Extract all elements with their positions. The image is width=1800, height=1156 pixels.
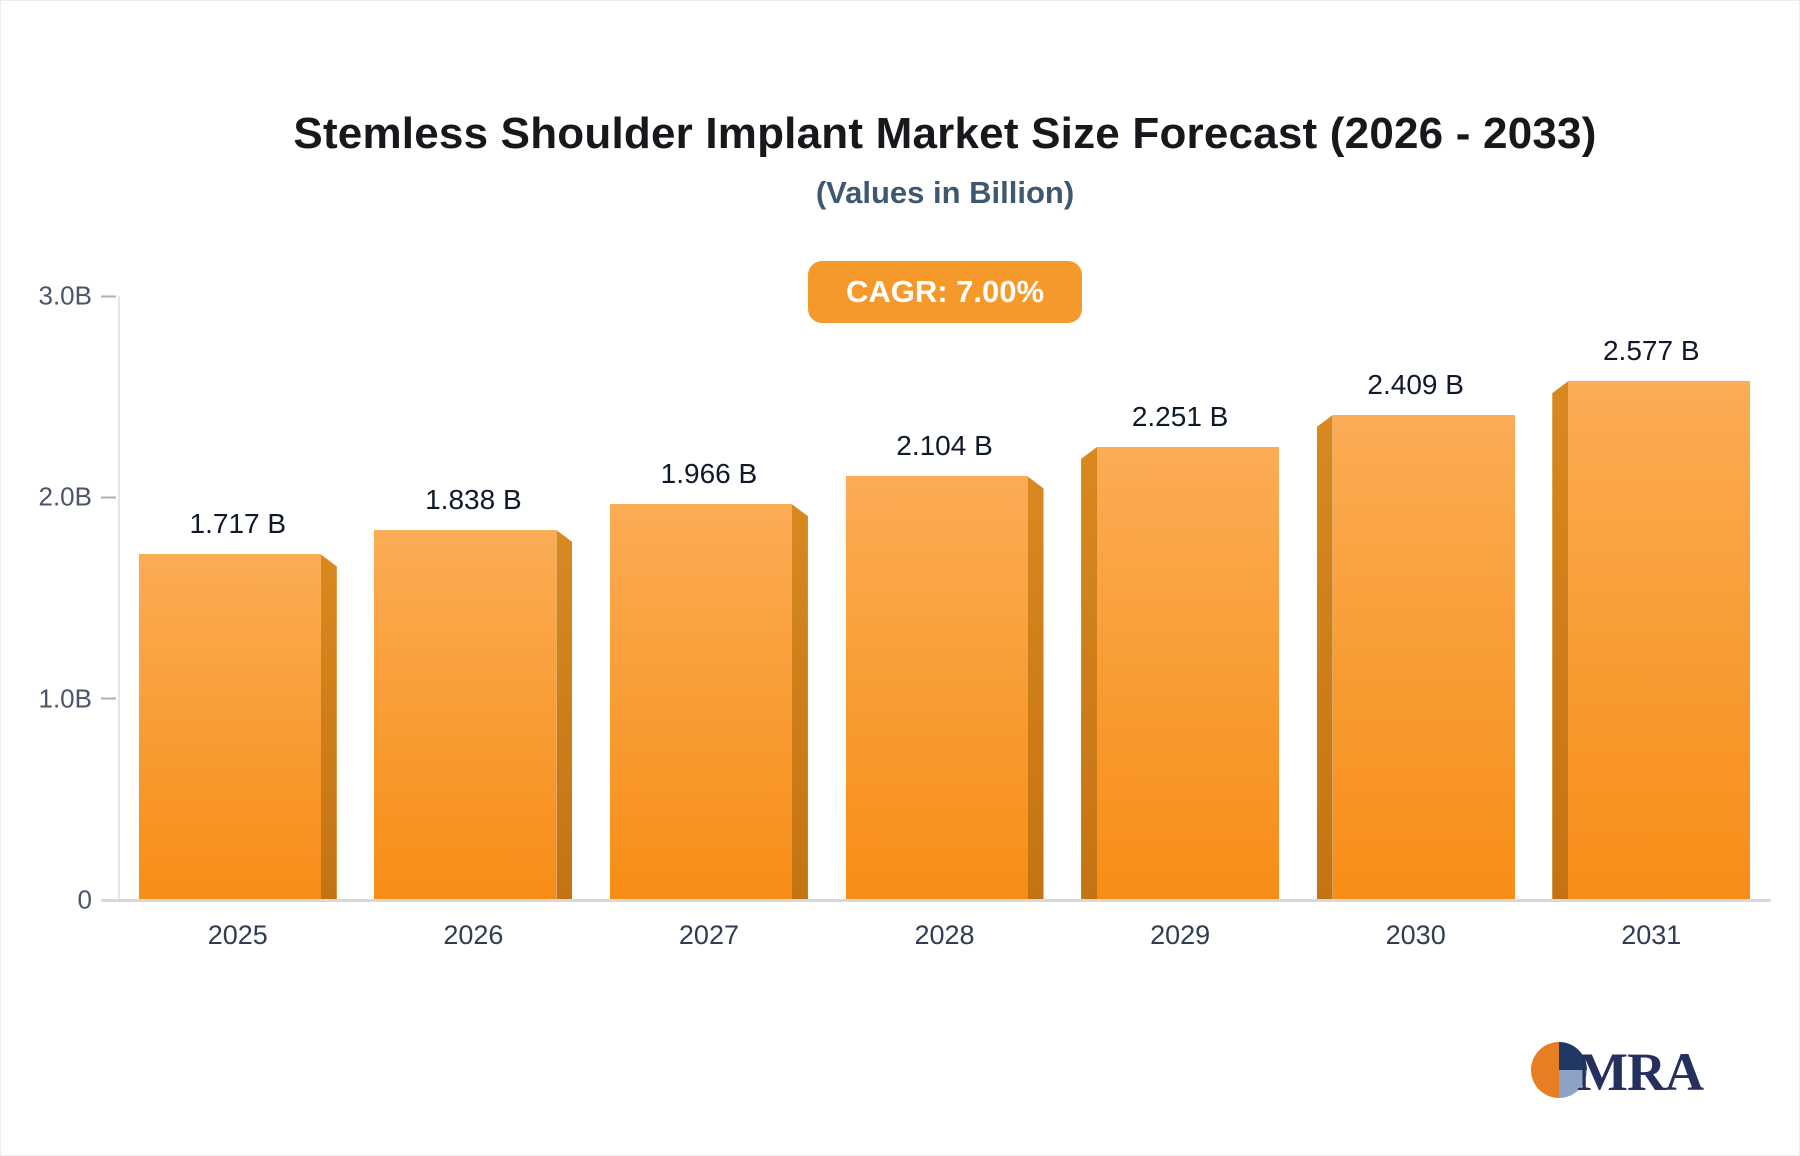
- bar-side-3d: [1081, 446, 1098, 900]
- bar-value-2031: 2.577 B: [1602, 335, 1700, 367]
- y-tick-label: 1.0B: [38, 683, 93, 714]
- x-label-2030: 2030: [1385, 920, 1446, 950]
- bar-side-3d: [1027, 476, 1044, 900]
- bar-face: [609, 504, 792, 900]
- bar-slot-2029: 2.251 B 2029: [1062, 296, 1298, 950]
- bar-value-2025: 1.717 B: [189, 508, 287, 540]
- y-tick-mark: [101, 496, 116, 499]
- cagr-badge: CAGR: 7.00%: [807, 261, 1083, 323]
- y-tick-mark: [101, 295, 116, 297]
- y-axis-line: [118, 296, 120, 900]
- y-tick-label: 2.0B: [38, 481, 93, 512]
- bar-slot-2028: 2.104 B 2028: [827, 296, 1063, 950]
- x-axis-line: [101, 899, 1771, 902]
- y-tick-mark: [101, 697, 116, 700]
- bar-slot-2031: 2.577 B 2031: [1533, 296, 1769, 950]
- bar-slot-2027: 1.966 B 2027: [591, 296, 827, 950]
- bar-face: [1568, 381, 1751, 900]
- bar-side-3d: [320, 554, 337, 900]
- bar-value-2030: 2.409 B: [1367, 369, 1464, 400]
- bar-side-3d: [1552, 381, 1569, 900]
- bar-2028: [845, 476, 1044, 900]
- x-label-2027: 2027: [678, 920, 739, 950]
- y-tick-2.0B: 2.0B: [38, 481, 116, 513]
- plot-area: 1.717 B 2025 1.838 B 2026 1.966 B 2027 2.104 B…: [120, 296, 1769, 950]
- bar-2025: [138, 554, 337, 900]
- bar-face: [1097, 446, 1280, 900]
- mra-logo-icon: [1531, 1041, 1588, 1103]
- mra-logo: MRA: [1531, 1041, 1704, 1103]
- bar-face: [138, 554, 321, 900]
- bar-value-2028: 2.104 B: [896, 430, 993, 462]
- y-axis: 0 1.0B 2.0B 3.0B: [1, 281, 118, 915]
- mra-logo-text: MRA: [1577, 1042, 1704, 1102]
- bar-2026: [374, 529, 573, 900]
- bar-slot-2025: 1.717 B 2025: [120, 296, 356, 950]
- bar-side-3d: [556, 529, 573, 900]
- y-tick-label: 0: [77, 884, 92, 915]
- y-tick-label: 3.0B: [38, 280, 93, 311]
- chart-subtitle: (Values in Billion): [815, 175, 1075, 210]
- bar-2031: [1552, 381, 1751, 900]
- bar-value-2026: 1.838 B: [425, 483, 522, 515]
- x-label-2026: 2026: [443, 920, 504, 950]
- bar-slot-2030: 2.409 B 2030: [1298, 296, 1534, 950]
- chart-title: Stemless Shoulder Implant Market Size Fo…: [293, 109, 1597, 158]
- bar-2027: [609, 504, 808, 900]
- bar-face: [374, 529, 557, 900]
- y-tick-1.0B: 1.0B: [38, 683, 116, 714]
- x-label-2028: 2028: [914, 920, 975, 950]
- bar-side-3d: [791, 504, 808, 900]
- bar-value-2029: 2.251 B: [1131, 400, 1229, 432]
- y-tick-3.0B: 3.0B: [38, 280, 116, 312]
- bar-value-2027: 1.966 B: [660, 458, 758, 490]
- bar-chart: 0 1.0B 2.0B 3.0B 1.717 B 2025 1.838 B 2026 1.96…: [1, 281, 1799, 950]
- chart-header: Stemless Shoulder Implant Market Size Fo…: [91, 1, 1799, 323]
- bar-2029: [1081, 446, 1280, 900]
- bar-face: [1332, 415, 1515, 900]
- x-label-2025: 2025: [207, 920, 268, 950]
- bar-side-3d: [1316, 415, 1333, 900]
- bar-2030: [1316, 415, 1515, 900]
- x-label-2029: 2029: [1150, 920, 1211, 950]
- bar-slot-2026: 1.838 B 2026: [356, 296, 592, 950]
- bar-face: [845, 476, 1028, 900]
- x-label-2031: 2031: [1621, 920, 1682, 950]
